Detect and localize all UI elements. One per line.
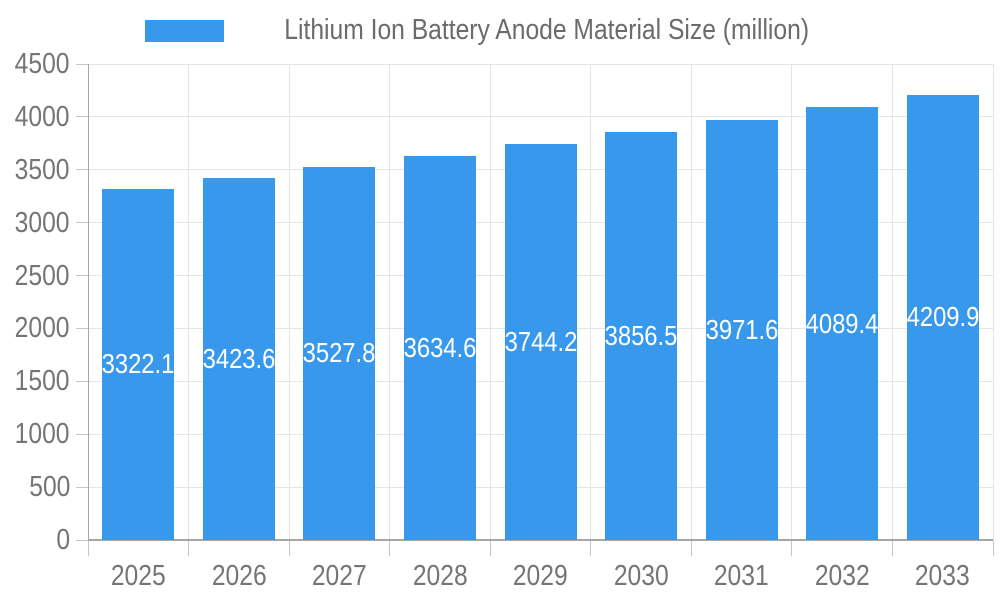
x-axis-tick [188,540,190,556]
y-axis-tick [76,433,88,435]
y-axis-tick-label: 0 [56,524,70,556]
gridline-horizontal [88,116,993,118]
y-axis-tick-label: 4000 [15,100,70,133]
x-axis-tick-label: 2029 [513,560,568,592]
y-axis-tick [76,539,88,541]
gridline-vertical [188,64,190,540]
y-axis-tick [76,327,88,329]
bar[interactable]: 3971.6 [705,119,779,540]
x-axis-tick [590,540,592,556]
bar-value-label: 3856.5 [604,320,678,352]
bar[interactable]: 3634.6 [403,155,477,540]
y-axis-tick-label: 500 [28,471,70,504]
y-axis-tick [76,380,88,382]
y-axis-tick [76,222,88,224]
x-axis-baseline [88,539,993,541]
y-axis-tick [76,169,88,171]
y-axis-tick-label: 3500 [15,153,70,186]
bar[interactable]: 3744.2 [504,143,577,540]
bar-value-label: 3322.1 [101,348,175,380]
bar-value-label: 4209.9 [906,301,980,333]
x-axis-tick [690,540,692,556]
y-axis-tick-label: 2000 [15,312,70,345]
gridline-horizontal [88,63,993,65]
gridline-vertical [690,64,692,540]
y-axis-tick-label: 1500 [15,365,70,398]
gridline-vertical [791,64,793,540]
y-axis-tick-label: 4500 [15,48,70,80]
y-axis-tick [76,63,88,65]
bar-value-label: 3744.2 [504,325,577,357]
bar[interactable]: 4209.9 [906,94,980,540]
bar-value-label: 3634.6 [403,331,477,363]
bar[interactable]: 3856.5 [605,132,677,540]
y-axis-tick [76,275,88,277]
y-axis-line [87,64,89,540]
legend-label: Lithium Ion Battery Anode Material Size … [284,14,809,46]
x-axis-tick-label: 2033 [915,560,971,592]
gridline-vertical [992,64,994,540]
legend-swatch [144,19,224,42]
x-axis-tick-label: 2027 [311,560,367,592]
x-axis-tick [489,540,491,556]
gridline-vertical [489,64,491,540]
x-axis-tick-label: 2030 [613,560,669,592]
x-axis-tick [891,540,893,556]
bar-value-label: 3971.6 [705,313,779,345]
x-axis-tick [791,540,793,556]
bar[interactable]: 3322.1 [101,188,175,540]
x-axis-tick-label: 2028 [412,560,468,592]
x-axis-tick-label: 2026 [211,560,267,592]
y-axis-tick [76,116,88,118]
bar[interactable]: 4089.4 [805,107,879,540]
x-axis-tick [992,540,994,556]
y-axis-tick-label: 3000 [15,206,70,239]
gridline-vertical [891,64,893,540]
legend-item[interactable]: Lithium Ion Battery Anode Material Size … [0,14,1000,47]
gridline-vertical [288,64,290,540]
bar[interactable]: 3527.8 [302,166,376,540]
x-axis-tick-label: 2031 [714,560,770,592]
gridline-vertical [590,64,592,540]
x-axis-tick [288,540,290,556]
bar-value-label: 4089.4 [805,307,879,339]
bar-value-label: 3423.6 [202,342,276,374]
bar[interactable]: 3423.6 [202,177,276,540]
x-axis-tick [389,540,391,556]
y-axis-tick [76,486,88,488]
x-axis-tick [87,540,89,556]
x-axis-tick-label: 2032 [814,560,870,592]
gridline-vertical [389,64,391,540]
y-axis-tick-label: 1000 [15,418,70,451]
bar-value-label: 3527.8 [302,337,376,369]
y-axis-tick-label: 2500 [15,259,70,292]
x-axis-tick-label: 2025 [110,560,166,592]
